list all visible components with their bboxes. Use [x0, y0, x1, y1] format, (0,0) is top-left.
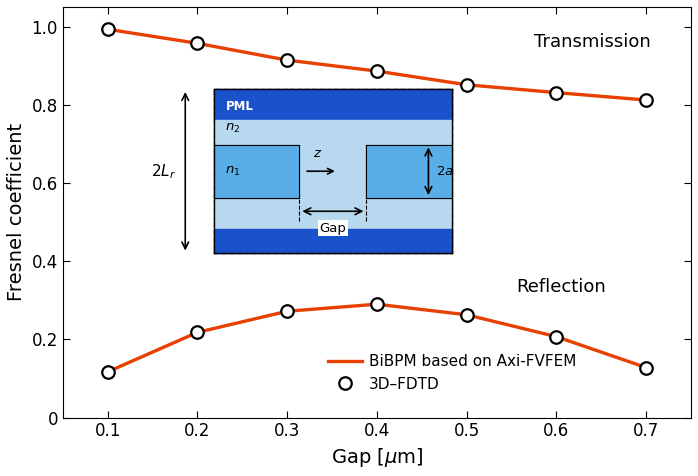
Text: Reflection: Reflection [516, 278, 606, 296]
Text: $2L_r$: $2L_r$ [151, 162, 176, 180]
Legend: BiBPM based on Axi-FVFEM, 3D–FDTD: BiBPM based on Axi-FVFEM, 3D–FDTD [322, 348, 583, 397]
Text: Transmission: Transmission [534, 33, 651, 51]
Y-axis label: Fresnel coefficient: Fresnel coefficient [7, 123, 26, 301]
X-axis label: Gap [$\mu$m]: Gap [$\mu$m] [331, 446, 423, 469]
